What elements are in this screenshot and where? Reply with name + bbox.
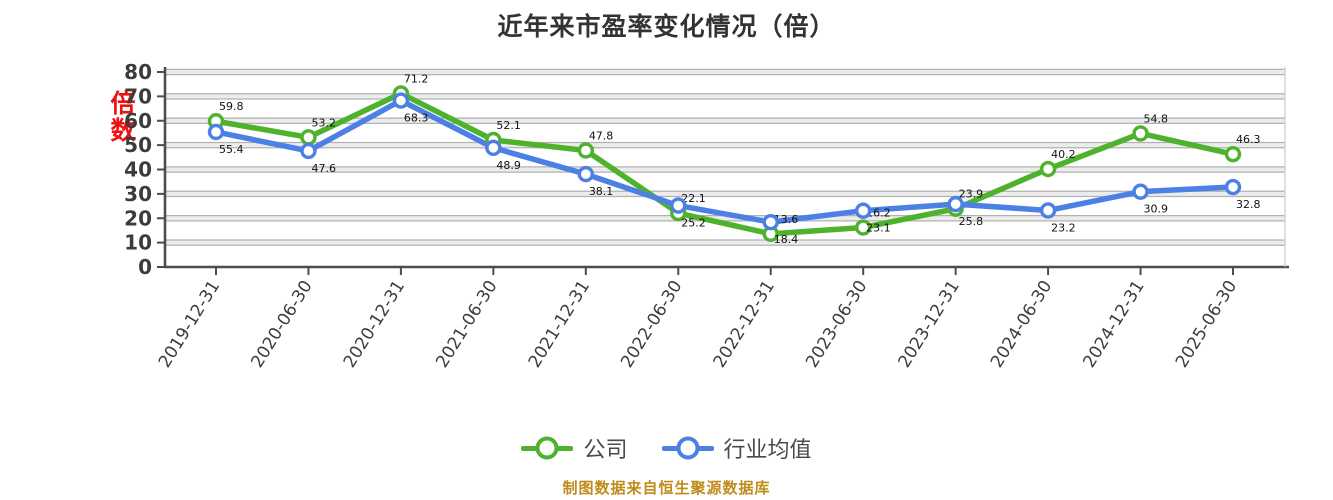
gridline-band <box>165 69 1285 75</box>
data-point-marker <box>485 139 502 157</box>
gridline-band <box>165 191 1285 197</box>
chart-legend: 公司 行业均值 <box>0 432 1333 464</box>
data-point-label: 16.2 <box>866 207 891 220</box>
x-tick-label: 2019-12-31 <box>155 277 224 371</box>
data-point-label: 18.4 <box>774 233 799 246</box>
data-point-label: 47.8 <box>589 129 614 142</box>
legend-label-industry: 行业均值 <box>723 438 812 463</box>
data-point-marker <box>670 197 687 214</box>
x-tick-label: 2024-06-30 <box>987 277 1056 371</box>
data-point-marker <box>762 213 779 231</box>
x-tick-label: 2025-06-30 <box>1172 277 1241 371</box>
data-point-label: 25.8 <box>959 215 984 228</box>
data-point-label: 52.1 <box>496 119 521 132</box>
data-point-marker <box>577 142 595 159</box>
data-point-label: 40.2 <box>1051 148 1076 161</box>
data-point-marker <box>1224 178 1242 196</box>
y-tick-label: 50 <box>124 133 152 157</box>
y-tick-label: 80 <box>124 60 152 84</box>
data-point-marker <box>1039 160 1057 178</box>
company-series-marker-icon <box>521 436 574 460</box>
data-point-marker <box>392 92 410 109</box>
x-tick-label: 2021-06-30 <box>432 277 501 371</box>
data-point-marker <box>1132 125 1149 142</box>
data-point-label: 53.2 <box>311 116 336 129</box>
data-point-label: 23.9 <box>959 188 984 201</box>
series-line-行业均值 <box>213 97 1236 225</box>
data-point-marker <box>300 129 317 146</box>
x-tick-label: 2022-12-31 <box>710 277 779 371</box>
y-tick-label: 0 <box>138 255 152 279</box>
y-tick-label: 70 <box>124 84 152 108</box>
data-point-label: 46.3 <box>1236 133 1261 146</box>
x-tick-label: 2023-06-30 <box>802 277 871 371</box>
legend-item-industry: 行业均值 <box>661 432 812 464</box>
x-tick-label: 2020-12-31 <box>340 277 409 371</box>
industry-series-marker-icon <box>661 436 714 460</box>
x-tick-label: 2024-12-31 <box>1079 277 1148 371</box>
gridline-band <box>165 166 1285 173</box>
data-point-marker <box>1039 202 1057 219</box>
data-point-label: 48.9 <box>496 159 521 172</box>
data-point-label: 13.6 <box>774 213 799 226</box>
data-point-marker <box>854 202 872 219</box>
series-line-公司 <box>213 90 1236 237</box>
data-point-label: 71.2 <box>404 72 429 85</box>
y-axis-unit-label: 倍数 <box>107 90 136 144</box>
data-point-marker <box>947 195 964 213</box>
gridline-band <box>165 240 1285 246</box>
data-point-label: 38.1 <box>589 185 614 198</box>
data-point-label: 22.1 <box>681 192 706 205</box>
data-point-label: 59.8 <box>219 100 244 113</box>
y-tick-label: 30 <box>124 182 152 206</box>
data-point-marker <box>207 123 225 141</box>
data-point-label: 47.6 <box>311 162 336 175</box>
y-tick-label: 10 <box>124 231 152 255</box>
data-point-marker <box>577 165 595 183</box>
data-point-label: 30.9 <box>1144 203 1169 216</box>
data-point-label: 25.2 <box>681 217 706 230</box>
data-point-label: 55.4 <box>219 143 244 156</box>
x-tick-label: 2021-12-31 <box>525 277 594 371</box>
data-point-label: 32.8 <box>1236 198 1261 211</box>
chart-title: 近年来市盈率变化情况（倍） <box>497 12 836 41</box>
y-tick-label: 20 <box>124 206 152 230</box>
legend-item-company: 公司 <box>521 432 628 464</box>
data-point-label: 23.1 <box>866 222 891 235</box>
data-point-label: 68.3 <box>404 112 429 125</box>
data-point-marker <box>854 219 872 236</box>
y-tick-label: 40 <box>124 158 152 182</box>
data-point-marker <box>300 142 317 160</box>
data-point-label: 23.2 <box>1051 221 1076 234</box>
data-point-marker <box>1132 183 1149 200</box>
company-marker-dot-icon <box>535 436 559 460</box>
gridline-band <box>165 93 1285 99</box>
industry-marker-dot-icon <box>676 436 699 460</box>
legend-label-company: 公司 <box>583 438 628 463</box>
data-point-marker <box>1224 145 1242 163</box>
x-tick-label: 2022-06-30 <box>617 277 686 371</box>
data-source-caption: 制图数据来自恒生聚源数据库 <box>562 479 771 497</box>
x-tick-label: 2023-12-31 <box>895 277 964 371</box>
data-point-label: 54.8 <box>1144 112 1169 125</box>
y-tick-label: 60 <box>124 109 152 133</box>
x-tick-label: 2020-06-30 <box>247 277 316 371</box>
gridline-band <box>165 118 1285 124</box>
gridline-band <box>165 142 1285 148</box>
gridline-band <box>165 215 1285 221</box>
